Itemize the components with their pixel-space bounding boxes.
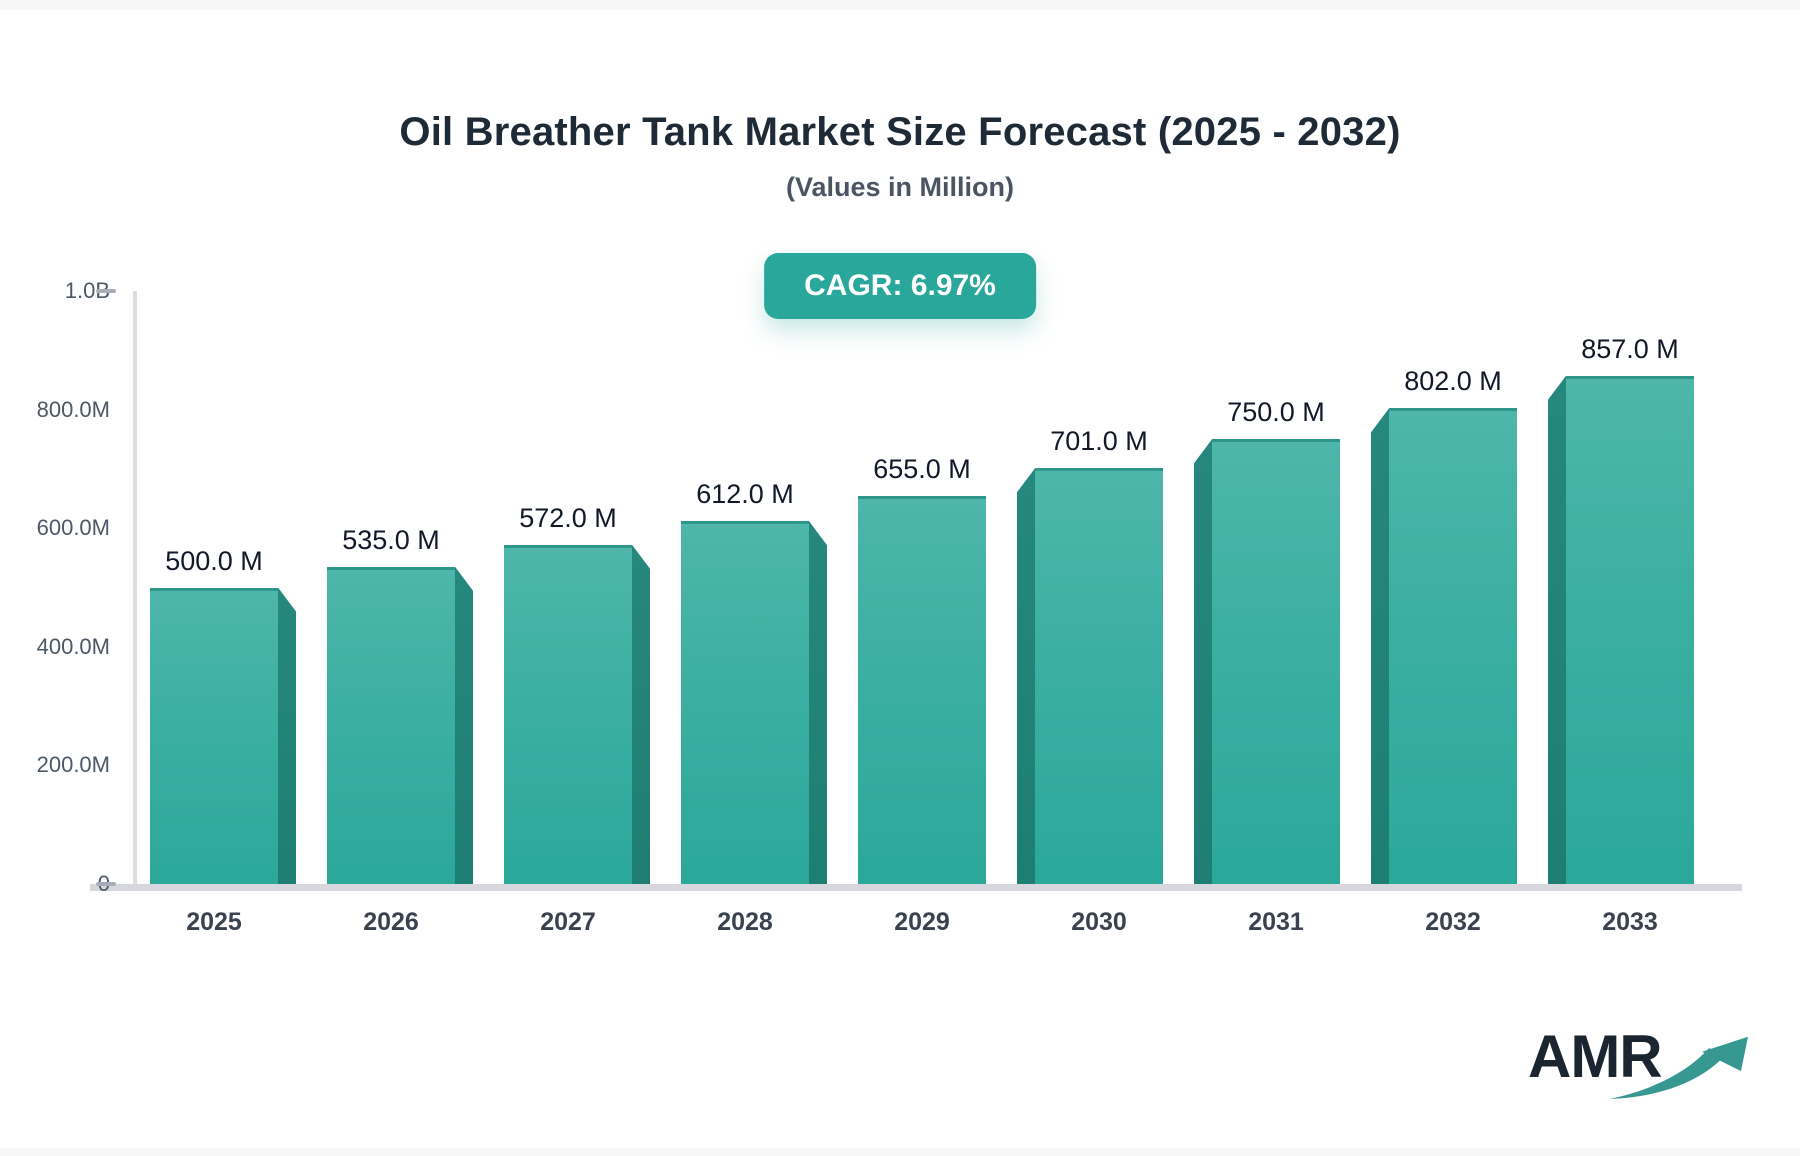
x-axis-tick-label: 2029: [894, 908, 950, 936]
bar-value-label: 572.0 M: [519, 502, 617, 533]
bar-value-label: 535.0 M: [342, 524, 440, 555]
y-axis-tick-mark: [96, 882, 116, 886]
bar-3d-side: [1017, 468, 1035, 884]
bar-3d-side: [1548, 375, 1566, 884]
bar-3d-side: [278, 587, 296, 884]
bar-2026: [327, 566, 455, 884]
bar-3d-side: [455, 566, 473, 884]
y-axis-tick-label: 1.0B: [64, 278, 110, 303]
bar-3d-side: [632, 544, 650, 884]
x-axis-tick-label: 2030: [1071, 908, 1127, 936]
bar-value-label: 750.0 M: [1227, 397, 1325, 428]
y-axis-tick-label: 400.0M: [36, 633, 110, 659]
amr-logo-text: AMR: [1528, 1023, 1663, 1090]
bar-value-label: 655.0 M: [873, 453, 971, 484]
chart-title: Oil Breather Tank Market Size Forecast (…: [399, 110, 1401, 154]
x-axis-tick-label: 2027: [540, 908, 596, 936]
y-axis-line: [133, 291, 137, 886]
x-axis-line: [90, 884, 1742, 891]
bar-2033: [1566, 375, 1694, 884]
bar-2030: [1035, 468, 1163, 884]
bar-2031: [1212, 439, 1340, 884]
bar-3d-side: [1194, 439, 1212, 884]
chart-subtitle: (Values in Million): [785, 172, 1015, 202]
bar-2027: [504, 544, 632, 884]
y-axis-tick-label: 200.0M: [36, 752, 110, 778]
bar-value-label: 500.0 M: [165, 545, 263, 576]
y-axis-tick-mark: [96, 289, 116, 293]
bar-2032: [1389, 408, 1517, 884]
growth-arrow-icon: [1609, 1036, 1748, 1099]
y-axis-tick-label: 600.0M: [36, 515, 110, 541]
x-axis-tick-label: 2032: [1425, 908, 1481, 936]
amr-logo: AMR: [1528, 1022, 1758, 1112]
x-axis-tick-label: 2026: [363, 908, 419, 936]
x-axis-tick-label: 2028: [717, 908, 773, 936]
bar-value-label: 802.0 M: [1404, 366, 1502, 397]
bar-value-label: 612.0 M: [696, 479, 794, 510]
bar-2028: [681, 521, 809, 884]
x-axis-tick-label: 2031: [1248, 908, 1304, 936]
bar-value-label: 701.0 M: [1050, 426, 1148, 457]
bar-2025: [150, 587, 278, 884]
x-axis-tick-label: 2025: [186, 908, 242, 936]
bar-3d-side: [809, 521, 827, 884]
y-axis-tick-label: 800.0M: [36, 396, 110, 422]
bar-value-label: 857.0 M: [1581, 333, 1679, 364]
y-axis-tick-label: 0: [0, 871, 110, 897]
cagr-badge: CAGR: 6.97%: [764, 253, 1036, 319]
x-axis-tick-label: 2033: [1602, 908, 1658, 936]
bar-2029: [858, 495, 986, 884]
bar-3d-side: [1371, 408, 1389, 884]
